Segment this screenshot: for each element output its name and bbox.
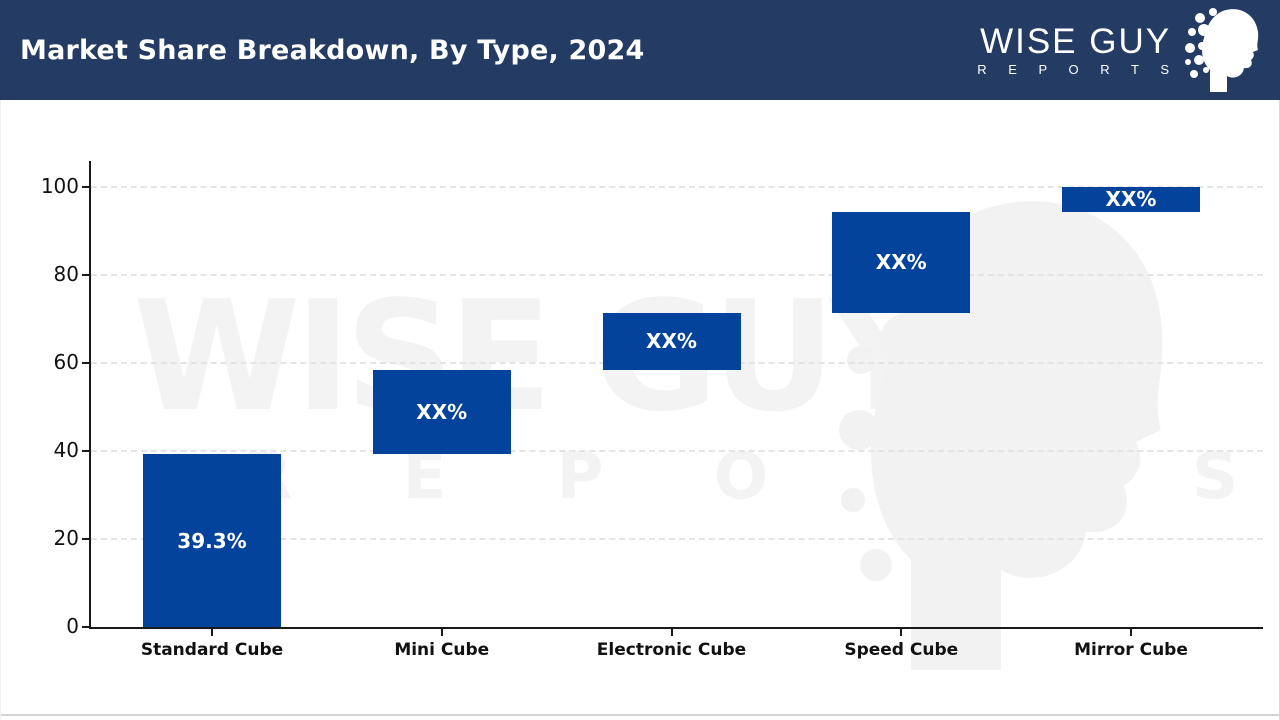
- bottom-divider: [1, 714, 1280, 716]
- x-tick-label: Mirror Cube: [1074, 640, 1188, 660]
- chart-area: WISE GUY R E P O R T S 0 20 40 60 80 100 39.3%…: [0, 100, 1280, 720]
- brand-subtitle: R E P O R T S: [977, 62, 1178, 77]
- y-axis: [89, 160, 91, 629]
- x-tick-label: Standard Cube: [140, 640, 284, 660]
- bar-speed-cube: XX%: [832, 211, 971, 313]
- x-tick-mark: [670, 628, 673, 636]
- y-tick-mark: [82, 538, 90, 540]
- x-tick-label: Speed Cube: [844, 640, 959, 660]
- page-title: Market Share Breakdown, By Type, 2024: [20, 34, 645, 66]
- app-header: Market Share Breakdown, By Type, 2024 WI…: [0, 0, 1280, 100]
- y-tick-mark: [82, 186, 90, 188]
- y-tick-mark: [82, 626, 90, 628]
- y-tick-label: 60: [53, 350, 79, 374]
- bar-value-label: 39.3%: [177, 528, 247, 553]
- x-tick-mark: [440, 628, 443, 636]
- bar-value-label: XX%: [416, 399, 468, 424]
- bar-value-label: XX%: [1105, 187, 1157, 212]
- gridline-100: [91, 186, 1263, 188]
- x-axis: [89, 627, 1263, 629]
- bar-mini-cube: XX%: [372, 369, 511, 455]
- brand-logo: WISE GUY R E P O R T S: [973, 4, 1266, 96]
- x-tick-mark: [211, 628, 213, 636]
- x-tick-mark: [1130, 628, 1132, 636]
- x-tick-label: Mini Cube: [394, 640, 490, 660]
- gridline-40: [91, 450, 1263, 452]
- bar-value-label: XX%: [875, 250, 927, 275]
- gridline-20: [91, 538, 1263, 540]
- watermark-wordmark: WISE GUY: [133, 268, 940, 445]
- x-tick-label: Electronic Cube: [596, 640, 747, 660]
- bar-mirror-cube: XX%: [1062, 187, 1200, 212]
- brand-head-icon: [1180, 4, 1266, 96]
- bar-standard-cube: 39.3%: [143, 454, 281, 627]
- y-tick-label: 20: [53, 526, 79, 550]
- brand-wordmark: WISE GUY R E P O R T S: [973, 24, 1178, 76]
- y-tick-label: 40: [53, 438, 79, 462]
- brand-name: WISE GUY: [980, 22, 1172, 61]
- x-tick-mark: [900, 628, 903, 636]
- y-tick-mark: [82, 450, 90, 452]
- bar-electronic-cube: XX%: [602, 312, 741, 370]
- y-tick-mark: [82, 274, 90, 276]
- y-tick-mark: [82, 362, 90, 364]
- y-tick-label: 0: [66, 614, 79, 638]
- bar-value-label: XX%: [646, 329, 697, 354]
- y-tick-label: 80: [53, 262, 79, 286]
- gridline-80: [91, 274, 1263, 276]
- y-tick-label: 100: [40, 174, 79, 198]
